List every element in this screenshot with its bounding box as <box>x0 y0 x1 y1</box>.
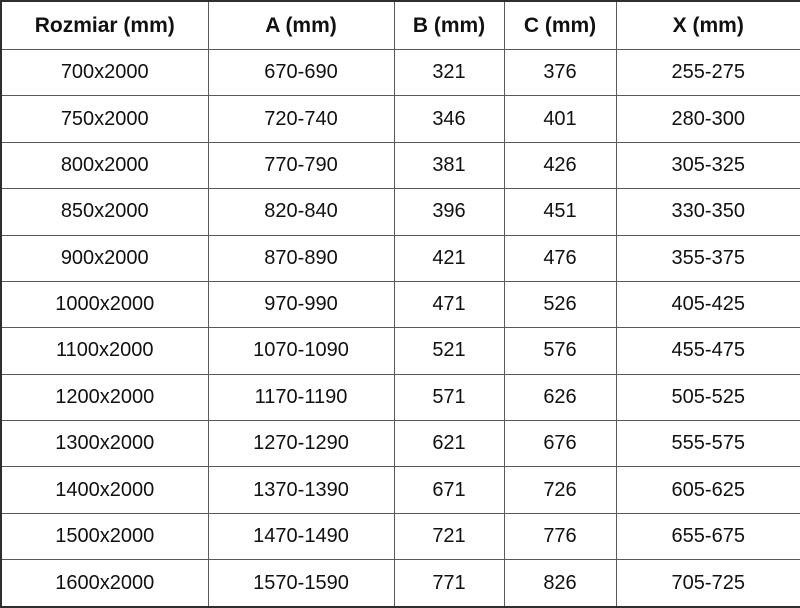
table-cell: 721 <box>393 512 505 561</box>
table-row: 850x2000 820-840 396 451 330-350 <box>0 188 800 236</box>
table-cell: 1370-1390 <box>207 466 395 514</box>
table-cell: 626 <box>503 373 617 422</box>
table-cell: 700x2000 <box>0 48 209 97</box>
table-cell: 1170-1190 <box>207 373 395 422</box>
table-cell: 555-575 <box>615 419 800 468</box>
table-cell: 655-675 <box>615 512 800 561</box>
table-cell: 1000x2000 <box>0 280 209 329</box>
table-cell: 605-625 <box>615 466 800 514</box>
header-cell-b: B (mm) <box>393 0 505 50</box>
table-cell: 521 <box>393 327 505 375</box>
table-cell: 476 <box>503 234 617 282</box>
table-cell: 726 <box>503 466 617 514</box>
table-cell: 900x2000 <box>0 234 209 282</box>
table-cell: 800x2000 <box>0 141 209 190</box>
header-cell-x: X (mm) <box>615 0 800 50</box>
table-cell: 381 <box>393 141 505 190</box>
table-cell: 455-475 <box>615 327 800 375</box>
table-cell: 505-525 <box>615 373 800 422</box>
table-cell: 355-375 <box>615 234 800 282</box>
table-cell: 720-740 <box>207 95 395 143</box>
table-cell: 870-890 <box>207 234 395 282</box>
table-cell: 255-275 <box>615 48 800 97</box>
table-row: 1300x2000 1270-1290 621 676 555-575 <box>0 419 800 468</box>
table-cell: 576 <box>503 327 617 375</box>
table-cell: 1470-1490 <box>207 512 395 561</box>
table-header: Rozmiar (mm) A (mm) B (mm) C (mm) X (mm) <box>0 0 800 50</box>
table-cell: 396 <box>393 188 505 236</box>
table-cell: 1500x2000 <box>0 512 209 561</box>
table-cell: 421 <box>393 234 505 282</box>
table-cell: 771 <box>393 559 505 608</box>
table-cell: 1570-1590 <box>207 559 395 608</box>
table-cell: 676 <box>503 419 617 468</box>
table-cell: 471 <box>393 280 505 329</box>
table-row: 1400x2000 1370-1390 671 726 605-625 <box>0 466 800 514</box>
table-cell: 1200x2000 <box>0 373 209 422</box>
table-cell: 1400x2000 <box>0 466 209 514</box>
table-cell: 280-300 <box>615 95 800 143</box>
table-cell: 305-325 <box>615 141 800 190</box>
table-cell: 621 <box>393 419 505 468</box>
header-cell-a: A (mm) <box>207 0 395 50</box>
table-row: 1600x2000 1570-1590 771 826 705-725 <box>0 559 800 608</box>
table-row: 800x2000 770-790 381 426 305-325 <box>0 141 800 190</box>
table-cell: 670-690 <box>207 48 395 97</box>
table-cell: 705-725 <box>615 559 800 608</box>
table-row: 900x2000 870-890 421 476 355-375 <box>0 234 800 282</box>
table-cell: 820-840 <box>207 188 395 236</box>
table-row: 1500x2000 1470-1490 721 776 655-675 <box>0 512 800 561</box>
table-row: 1200x2000 1170-1190 571 626 505-525 <box>0 373 800 422</box>
table-cell: 850x2000 <box>0 188 209 236</box>
table-row: 750x2000 720-740 346 401 280-300 <box>0 95 800 143</box>
header-cell-c: C (mm) <box>503 0 617 50</box>
header-cell-rozmiar: Rozmiar (mm) <box>0 0 209 50</box>
table-cell: 970-990 <box>207 280 395 329</box>
table-row: 700x2000 670-690 321 376 255-275 <box>0 48 800 97</box>
header-row: Rozmiar (mm) A (mm) B (mm) C (mm) X (mm) <box>0 0 800 50</box>
table-cell: 321 <box>393 48 505 97</box>
table-cell: 405-425 <box>615 280 800 329</box>
table-cell: 571 <box>393 373 505 422</box>
table-cell: 671 <box>393 466 505 514</box>
table-cell: 526 <box>503 280 617 329</box>
table-cell: 346 <box>393 95 505 143</box>
table-row: 1100x2000 1070-1090 521 576 455-475 <box>0 327 800 375</box>
table-cell: 1600x2000 <box>0 559 209 608</box>
table-cell: 376 <box>503 48 617 97</box>
table-cell: 826 <box>503 559 617 608</box>
table-cell: 1300x2000 <box>0 419 209 468</box>
table-row: 1000x2000 970-990 471 526 405-425 <box>0 280 800 329</box>
table-cell: 426 <box>503 141 617 190</box>
table-cell: 750x2000 <box>0 95 209 143</box>
table-cell: 1270-1290 <box>207 419 395 468</box>
table-cell: 770-790 <box>207 141 395 190</box>
table-cell: 401 <box>503 95 617 143</box>
table-cell: 776 <box>503 512 617 561</box>
table-cell: 330-350 <box>615 188 800 236</box>
table-cell: 1070-1090 <box>207 327 395 375</box>
table-cell: 451 <box>503 188 617 236</box>
table-cell: 1100x2000 <box>0 327 209 375</box>
table-body: 700x2000 670-690 321 376 255-275 750x2000 720-… <box>0 48 800 608</box>
